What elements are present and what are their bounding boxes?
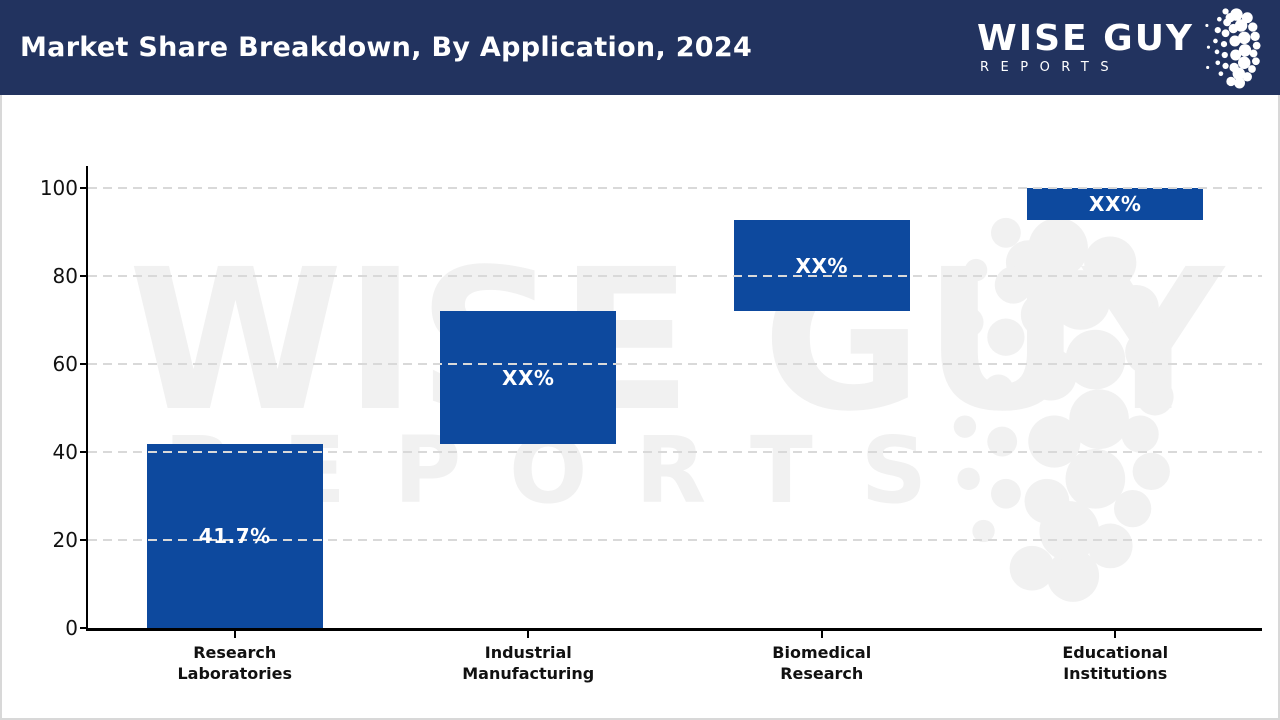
y-tick-label: 20 [52,527,78,552]
bar-educational-institutions [1027,187,1204,220]
x-category-label-line: Research [193,643,277,662]
bar-value-label-industrial-manufacturing: XX% [502,365,555,390]
logo-text: WISE GUY REPORTS [976,18,1194,75]
y-tick-mark [80,538,88,541]
gridline-20 [88,538,1262,541]
chart-area: WISE GUY REPORTS 0 20 40 60 80 100 41.7% XX% XX%… [0,95,1280,720]
x-category-label-line: Biomedical [772,643,872,662]
x-category-label-line: Institutions [1063,664,1168,683]
x-tick-mark [233,630,236,638]
x-category-label: Biomedical Research [707,642,937,684]
logo-dotted-head-icon [1205,7,1261,88]
bar-value-label-research-laboratories: 41.7% [198,524,271,549]
x-category-label-line: Research [780,664,864,683]
y-tick-mark [80,627,88,629]
bar-research-laboratories [146,444,323,628]
logo-wordmark: WISE GUY [976,18,1194,59]
y-tick-label: 100 [39,175,78,200]
y-tick-mark [80,362,88,365]
x-tick-mark [1114,630,1117,638]
watermark-dotted-head-icon [946,217,1174,602]
logo-subtext: REPORTS [979,60,1121,75]
gridline-100 [88,186,1262,189]
x-category-label: Research Laboratories [120,642,350,684]
x-category-label: Educational Institutions [1000,642,1230,684]
y-tick-label: 80 [52,263,78,288]
x-category-label-line: Laboratories [177,664,292,683]
bar-biomedical-research [733,219,910,312]
chart-title: Market Share Breakdown, By Application, … [20,32,753,63]
bar-value-label-biomedical-research: XX% [795,253,848,278]
bar-industrial-manufacturing [440,311,617,445]
x-category-label-line: Manufacturing [462,664,595,683]
y-tick-label: 0 [65,616,78,640]
y-tick-mark [80,186,88,189]
y-tick-label: 40 [52,439,78,464]
y-axis-line [86,166,88,630]
x-tick-mark [820,630,823,638]
x-category-label: Industrial Manufacturing [413,642,643,684]
y-tick-label: 60 [52,351,78,376]
bar-value-label-educational-institutions: XX% [1089,191,1142,216]
y-tick-mark [80,274,88,277]
gridline-60 [88,362,1262,365]
gridline-80 [88,274,1262,277]
wiseguy-logo: WISE GUY REPORTS [977,5,1266,91]
x-axis-line [86,628,1262,631]
y-tick-mark [80,450,88,453]
gridline-40 [88,450,1262,453]
x-category-label-line: Industrial [484,643,572,662]
header-bar: Market Share Breakdown, By Application, … [0,0,1280,95]
x-tick-mark [527,630,530,638]
x-category-label-line: Educational [1062,643,1169,662]
